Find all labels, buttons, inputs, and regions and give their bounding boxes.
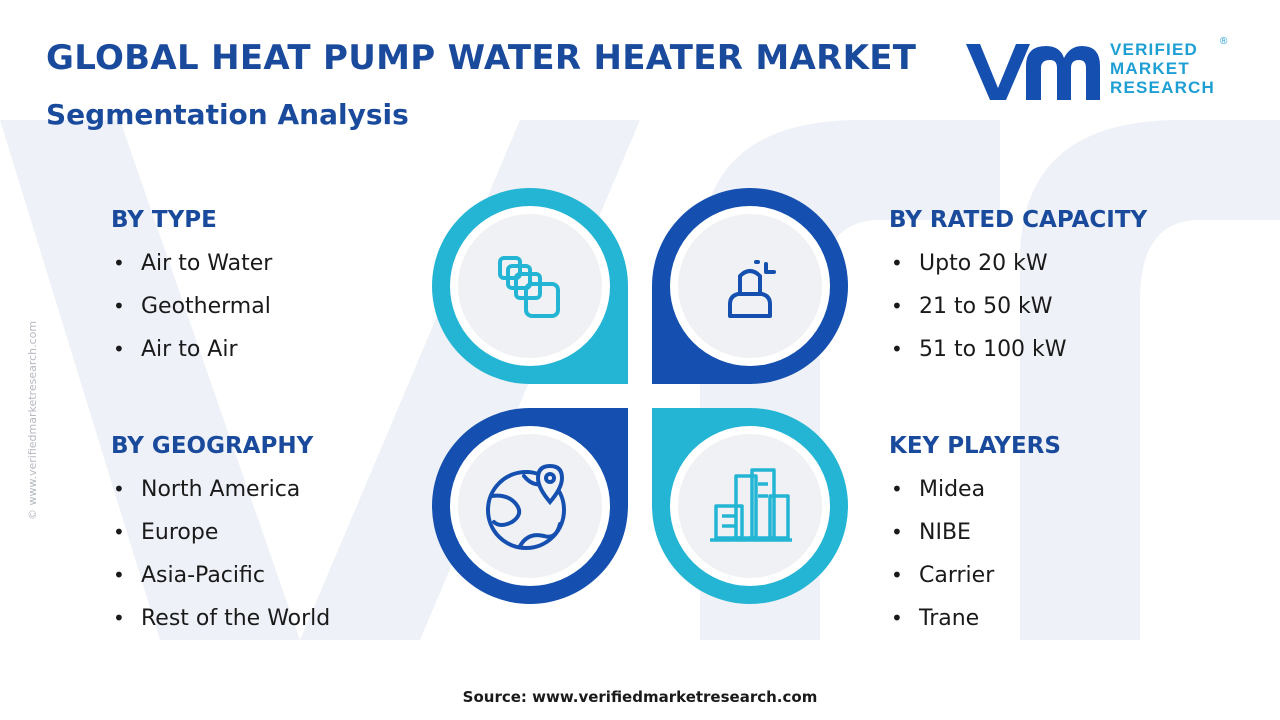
segment-title: KEY PLAYERS: [889, 433, 1061, 459]
segmentation-graphic: [432, 188, 848, 604]
segment-list: Upto 20 kW 21 to 50 kW 51 to 100 kW: [889, 242, 1147, 371]
source-footer: Source: www.verifiedmarketresearch.com: [462, 688, 818, 706]
list-item: Asia-Pacific: [111, 554, 330, 597]
person-icon: [728, 260, 776, 318]
globe-pin-icon: [486, 463, 566, 550]
list-item: Geothermal: [111, 285, 272, 328]
segment-key-players: KEY PLAYERS Midea NIBE Carrier Trane: [889, 433, 1061, 640]
list-item: Rest of the World: [111, 597, 330, 640]
segment-list: Air to Water Geothermal Air to Air: [111, 242, 272, 371]
side-credit: © www.verifiedmarketresearch.com: [26, 320, 39, 520]
logo-line-market: MARKET: [1110, 59, 1190, 78]
list-item: Upto 20 kW: [889, 242, 1147, 285]
segment-list: North America Europe Asia-Pacific Rest o…: [111, 468, 330, 640]
list-item: Midea: [889, 468, 1061, 511]
list-item: Air to Water: [111, 242, 272, 285]
page-title: GLOBAL HEAT PUMP WATER HEATER MARKET: [46, 38, 917, 78]
segment-title: BY TYPE: [111, 207, 217, 233]
stacked-squares-icon: [498, 256, 560, 318]
list-item: NIBE: [889, 511, 1061, 554]
page-subtitle: Segmentation Analysis: [46, 98, 409, 131]
list-item: 21 to 50 kW: [889, 285, 1147, 328]
list-item: North America: [111, 468, 330, 511]
logo-line-research: RESEARCH: [1110, 78, 1216, 97]
registered-mark: ®: [1220, 36, 1228, 47]
logo-line-verified: VERIFIED: [1110, 40, 1199, 59]
list-item: 51 to 100 kW: [889, 328, 1147, 371]
logo-wordmark: VERIFIED MARKET RESEARCH: [1110, 40, 1215, 97]
list-item: Europe: [111, 511, 330, 554]
brand-logo: VERIFIED MARKET RESEARCH ®: [964, 36, 1234, 104]
segment-list: Midea NIBE Carrier Trane: [889, 468, 1061, 640]
list-item: Air to Air: [111, 328, 272, 371]
segment-by-type: BY TYPE Air to Water Geothermal Air to A…: [111, 207, 272, 371]
vmr-logo-mark: [966, 44, 1100, 100]
segment-by-rated-capacity: BY RATED CAPACITY Upto 20 kW 21 to 50 kW…: [889, 207, 1147, 371]
segment-title: BY GEOGRAPHY: [111, 433, 314, 459]
segment-by-geography: BY GEOGRAPHY North America Europe Asia-P…: [111, 433, 330, 640]
list-item: Trane: [889, 597, 1061, 640]
buildings-icon: [710, 468, 792, 542]
segment-title: BY RATED CAPACITY: [889, 207, 1148, 233]
list-item: Carrier: [889, 554, 1061, 597]
